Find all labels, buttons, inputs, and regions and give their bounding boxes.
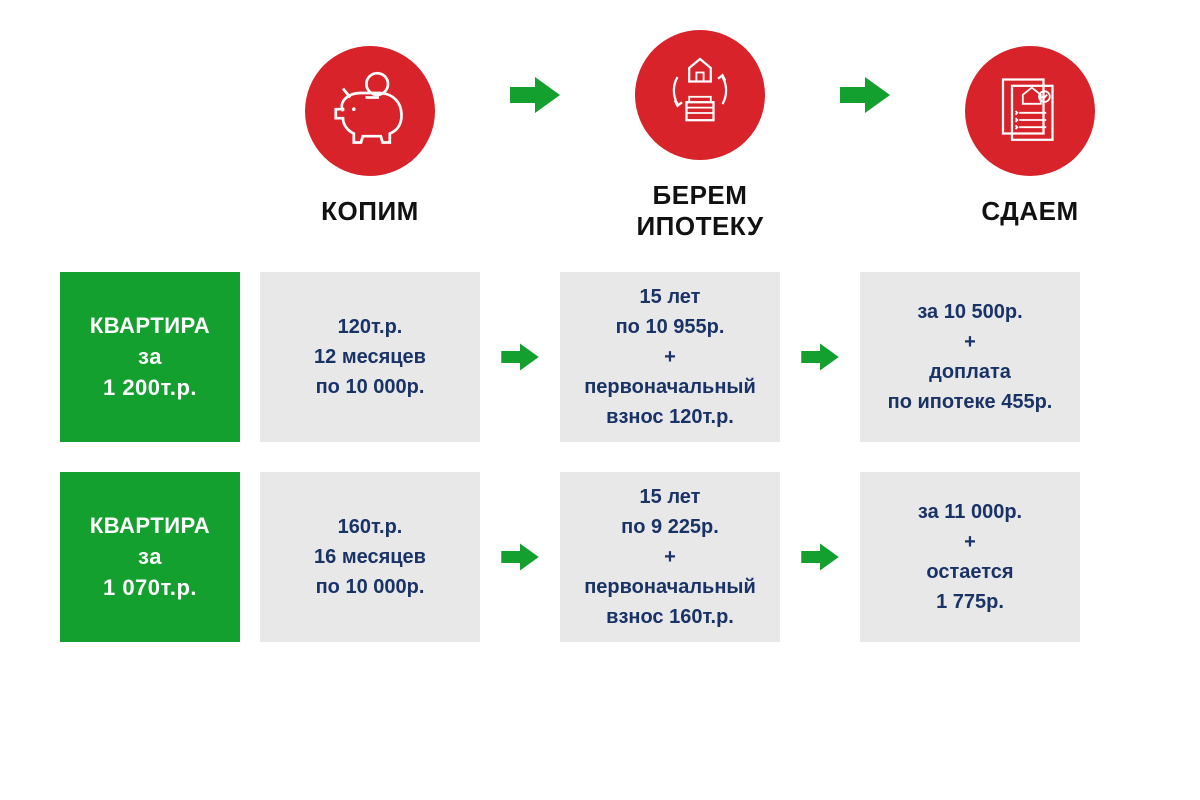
cell-line: + (664, 542, 676, 572)
label-line: за (138, 542, 162, 573)
header-row: КОПИМ БЕРЕМ ИПОТЕКУ (60, 30, 1140, 242)
cell-line: 15 лет (640, 482, 701, 512)
cell-line: за 11 000р. (918, 497, 1022, 527)
cell-line: 15 лет (640, 282, 701, 312)
cell-line: 12 месяцев (314, 342, 426, 372)
cell-line: взнос 160т.р. (606, 602, 734, 632)
cell-line: по 10 000р. (316, 372, 425, 402)
cell-line: + (664, 342, 676, 372)
cell-line: остается (926, 557, 1013, 587)
cell-line: по 9 225р. (621, 512, 719, 542)
step-1-title: КОПИМ (321, 196, 419, 227)
cell-line: 16 месяцев (314, 542, 426, 572)
step-2-title: БЕРЕМ ИПОТЕКУ (636, 180, 763, 242)
piggy-icon (305, 46, 435, 176)
cell: 120т.р.12 месяцевпо 10 000р. (260, 272, 480, 442)
table-row: КВАРТИРА за 1 200т.р. 120т.р.12 месяцевп… (60, 272, 1140, 442)
cell: за 10 500р.+доплатапо ипотеке 455р. (860, 272, 1080, 442)
label-line: КВАРТИРА (90, 311, 210, 342)
label-line: 1 200т.р. (103, 373, 197, 404)
step-3-title: СДАЕМ (981, 196, 1078, 227)
row-label: КВАРТИРА за 1 200т.р. (60, 272, 240, 442)
cell-line: + (964, 327, 976, 357)
cell: 15 летпо 10 955р.+первоначальныйвзнос 12… (560, 272, 780, 442)
arrow-icon (800, 342, 840, 372)
cell: 160т.р.16 месяцевпо 10 000р. (260, 472, 480, 642)
label-line: за (138, 342, 162, 373)
cell-line: взнос 120т.р. (606, 402, 734, 432)
cell-line: по 10 000р. (316, 572, 425, 602)
cell-line: 120т.р. (338, 312, 403, 342)
step-1: КОПИМ (260, 46, 480, 227)
docs-icon (965, 46, 1095, 176)
label-line: 1 070т.р. (103, 573, 197, 604)
arrow-icon (500, 342, 540, 372)
cell-line: 160т.р. (338, 512, 403, 542)
step-3: СДАЕМ (920, 46, 1140, 227)
cell-line: первоначальный (584, 372, 756, 402)
cell-line: за 10 500р. (917, 297, 1022, 327)
cell-line: 1 775р. (936, 587, 1004, 617)
cell: 15 летпо 9 225р.+первоначальныйвзнос 160… (560, 472, 780, 642)
step-2: БЕРЕМ ИПОТЕКУ (590, 30, 810, 242)
arrow-icon (510, 75, 560, 115)
row-label: КВАРТИРА за 1 070т.р. (60, 472, 240, 642)
label-line: КВАРТИРА (90, 511, 210, 542)
arrow-icon (800, 542, 840, 572)
cell: за 11 000р.+остается1 775р. (860, 472, 1080, 642)
house-loan-icon (635, 30, 765, 160)
cell-line: доплата (929, 357, 1011, 387)
cell-line: по 10 955р. (616, 312, 725, 342)
table-row: КВАРТИРА за 1 070т.р. 160т.р.16 месяцевп… (60, 472, 1140, 642)
arrow-icon (840, 75, 890, 115)
cell-line: + (964, 527, 976, 557)
arrow-icon (500, 542, 540, 572)
cell-line: по ипотеке 455р. (888, 387, 1053, 417)
cell-line: первоначальный (584, 572, 756, 602)
